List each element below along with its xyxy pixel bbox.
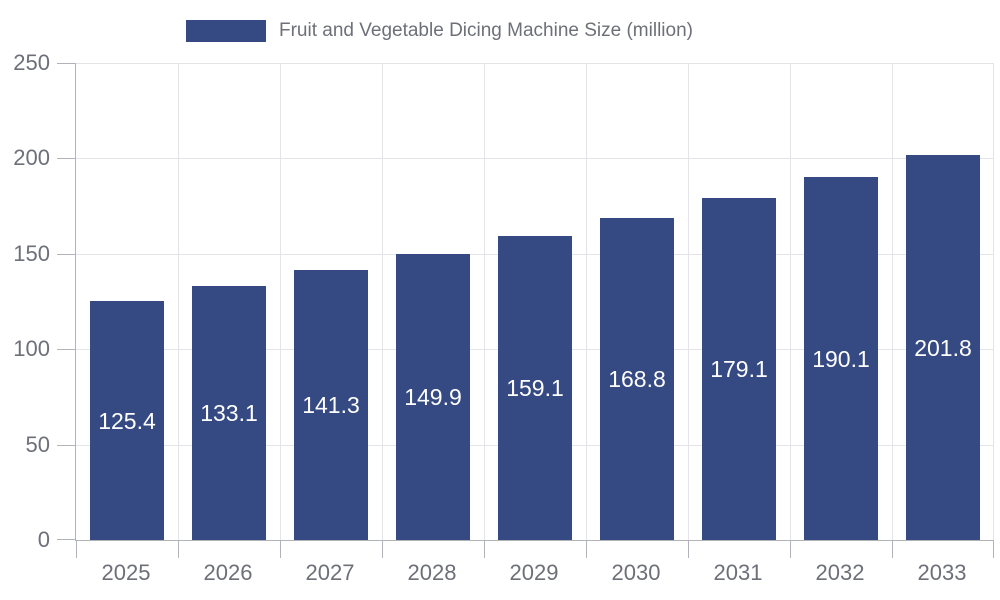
x-tick-label: 2025 bbox=[101, 560, 151, 585]
x-axis-tick bbox=[993, 540, 994, 558]
bar-value-label: 149.9 bbox=[404, 384, 462, 410]
x-tick-label: 2028 bbox=[407, 560, 457, 585]
bar-value-label: 125.4 bbox=[98, 408, 156, 434]
gridline-vertical bbox=[586, 63, 587, 540]
gridline-vertical bbox=[688, 63, 689, 540]
y-axis-tick bbox=[57, 158, 75, 159]
x-axis-tick bbox=[586, 540, 587, 558]
x-tick-label: 2033 bbox=[917, 560, 967, 585]
bar-2029[interactable] bbox=[498, 236, 572, 540]
gridline-horizontal bbox=[76, 158, 994, 159]
y-axis-tick bbox=[57, 349, 75, 350]
x-tick-label: 2027 bbox=[305, 560, 355, 585]
y-axis-tick bbox=[57, 445, 75, 446]
bar-2028[interactable] bbox=[396, 254, 470, 540]
plot-area: 125.4 133.1 141.3 149.9 159.1 168.8 179.1 190.1… bbox=[57, 63, 994, 558]
bar-value-label: 190.1 bbox=[812, 346, 870, 372]
y-axis-tick bbox=[57, 63, 75, 64]
bar-2031[interactable] bbox=[702, 198, 776, 540]
gridline-vertical bbox=[484, 63, 485, 540]
bar-value-label: 168.8 bbox=[608, 366, 666, 392]
legend-swatch-icon bbox=[186, 20, 266, 42]
x-tick-label: 2032 bbox=[815, 560, 865, 585]
bar-2033[interactable] bbox=[906, 155, 980, 540]
gridline-vertical bbox=[993, 63, 994, 540]
x-axis-tick bbox=[382, 540, 383, 558]
bar-value-label: 159.1 bbox=[506, 375, 564, 401]
bar-2030[interactable] bbox=[600, 218, 674, 540]
gridline-vertical bbox=[178, 63, 179, 540]
x-axis-tick bbox=[280, 540, 281, 558]
bar-value-label: 179.1 bbox=[710, 356, 768, 382]
x-axis-tick bbox=[892, 540, 893, 558]
bar-value-label: 201.8 bbox=[914, 335, 972, 361]
y-tick-label: 250 bbox=[13, 50, 50, 75]
x-axis-tick bbox=[76, 540, 77, 558]
y-tick-label: 200 bbox=[13, 145, 50, 170]
y-tick-label: 100 bbox=[13, 336, 50, 361]
gridline-vertical bbox=[790, 63, 791, 540]
y-axis-tick bbox=[57, 539, 75, 540]
bar-value-label: 133.1 bbox=[200, 400, 258, 426]
legend-label: Fruit and Vegetable Dicing Machine Size … bbox=[279, 20, 693, 41]
x-tick-label: 2029 bbox=[509, 560, 559, 585]
x-axis-tick bbox=[688, 540, 689, 558]
y-axis-tick bbox=[57, 254, 75, 255]
bar-value-label: 141.3 bbox=[302, 392, 360, 418]
x-axis-tick bbox=[790, 540, 791, 558]
gridline-vertical bbox=[892, 63, 893, 540]
x-axis-tick bbox=[484, 540, 485, 558]
gridline-vertical bbox=[382, 63, 383, 540]
x-tick-label: 2030 bbox=[611, 560, 661, 585]
y-tick-label: 0 bbox=[37, 527, 50, 552]
gridline-vertical bbox=[280, 63, 281, 540]
bar-2032[interactable] bbox=[804, 177, 878, 540]
legend-item[interactable]: Fruit and Vegetable Dicing Machine Size … bbox=[186, 20, 693, 42]
gridline-horizontal bbox=[76, 63, 994, 64]
x-tick-label: 2031 bbox=[713, 560, 763, 585]
x-axis-tick bbox=[178, 540, 179, 558]
bar-2025[interactable] bbox=[90, 301, 164, 540]
x-tick-label: 2026 bbox=[203, 560, 253, 585]
y-tick-label: 50 bbox=[25, 432, 50, 457]
y-tick-label: 150 bbox=[13, 241, 50, 266]
bar-2026[interactable] bbox=[192, 286, 266, 540]
bar-2027[interactable] bbox=[294, 270, 368, 540]
